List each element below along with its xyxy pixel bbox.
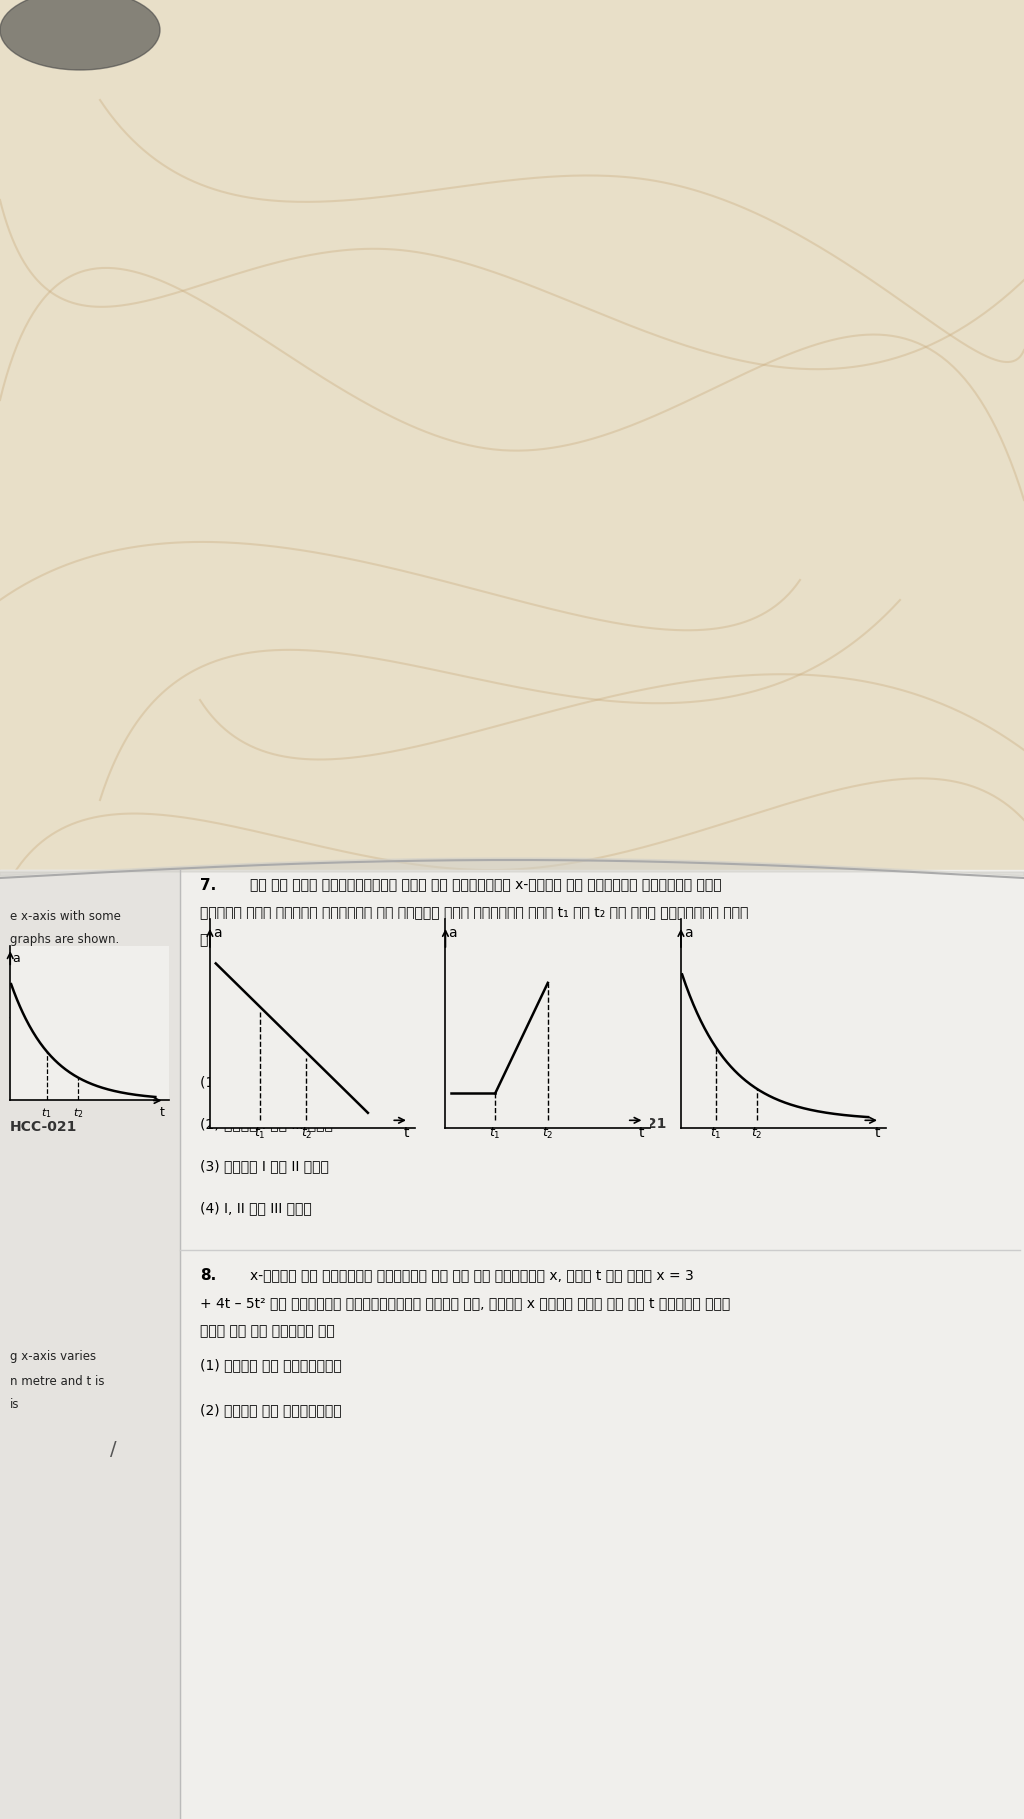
- Text: (2) नियत और ृणात्मक: (2) नियत और ृणात्मक: [200, 1402, 342, 1417]
- Text: (1) केवल II में: (1) केवल II में: [200, 1075, 299, 1090]
- Bar: [0, 869, 1024, 1819]
- Text: (2) केवल I और III में: (2) केवल I और III में: [200, 1117, 333, 1131]
- Text: $t_2$: $t_2$: [542, 1126, 554, 1141]
- Text: g x-axis varies: g x-axis varies: [10, 1350, 96, 1362]
- Text: a: a: [213, 926, 221, 940]
- Text: है। कण का त्वरण है: है। कण का त्वरण है: [200, 1324, 335, 1339]
- Text: $t_1$: $t_1$: [711, 1126, 722, 1141]
- Text: $t_2$: $t_2$: [73, 1106, 84, 1121]
- Text: HCC-021: HCC-021: [10, 1121, 78, 1133]
- Text: a: a: [684, 926, 692, 940]
- Text: x-अक्ष के अनुदिश गतिमान एक कण की स्थिति x, समय t के साथ x = 3: x-अक्ष के अनुदिश गतिमान एक कण की स्थिति …: [250, 1268, 693, 1282]
- Text: (3) केवल I और II में: (3) केवल I और II में: [200, 1159, 329, 1173]
- Text: /: /: [110, 1441, 117, 1459]
- Text: is: is: [10, 1399, 19, 1412]
- Text: t: t: [403, 1126, 409, 1141]
- Ellipse shape: [0, 0, 160, 69]
- Text: HCC-021: HCC-021: [600, 1117, 668, 1131]
- Text: a: a: [12, 951, 20, 964]
- Text: $t_1$: $t_1$: [41, 1106, 52, 1121]
- Text: त्वरण समय ग्राफ दर्शाए गए हैं।। किस स्थिति में t₁ से t₂ के बीच संपूर्ण समय: त्वरण समय ग्राफ दर्शाए गए हैं।। किस स्थि…: [200, 906, 749, 919]
- Text: t: t: [639, 1126, 644, 1141]
- Text: (4) I, II और III में: (4) I, II और III में: [200, 1201, 311, 1215]
- Text: –: –: [8, 1010, 15, 1024]
- Text: III: III: [85, 1064, 95, 1079]
- Text: के लिए कण का वेग बढ़ेगा?: के लिए कण का वेग बढ़ेगा?: [200, 931, 380, 946]
- Text: (1) नियत और घनात्मक: (1) नियत और घनात्मक: [200, 1359, 342, 1372]
- Text: I: I: [308, 1051, 312, 1066]
- Text: $t_1$: $t_1$: [489, 1126, 501, 1141]
- Text: $t_1$: $t_1$: [254, 1126, 265, 1141]
- Text: 8.: 8.: [200, 1268, 216, 1282]
- Text: III: III: [772, 1051, 784, 1066]
- Text: t: t: [160, 1106, 165, 1119]
- Bar: [0, 869, 180, 1819]
- Text: t: t: [874, 1126, 880, 1141]
- Text: n metre and t is: n metre and t is: [10, 1375, 104, 1388]
- Text: $t_2$: $t_2$: [301, 1126, 312, 1141]
- Text: + 4t – 5t² के अनुसार परिवर्तित होती है, जहाँ x मीटर में है और t सेकंड में: + 4t – 5t² के अनुसार परिवर्तित होती है, …: [200, 1295, 730, 1310]
- Text: increased for entire: increased for entire: [10, 957, 126, 970]
- Text: 7.: 7.: [200, 879, 216, 893]
- Text: graphs are shown.: graphs are shown.: [10, 933, 119, 946]
- Text: a: a: [449, 926, 457, 940]
- Text: II: II: [541, 1051, 549, 1066]
- Text: e x-axis with some: e x-axis with some: [10, 910, 121, 922]
- Text: $t_2$: $t_2$: [752, 1126, 763, 1141]
- Text: एक कण कुछ प्रारंभिक वेग से घनात्मक x-अक्ष के अनुदिश गतिमान है।: एक कण कुछ प्रारंभिक वेग से घनात्मक x-अक्…: [250, 879, 722, 891]
